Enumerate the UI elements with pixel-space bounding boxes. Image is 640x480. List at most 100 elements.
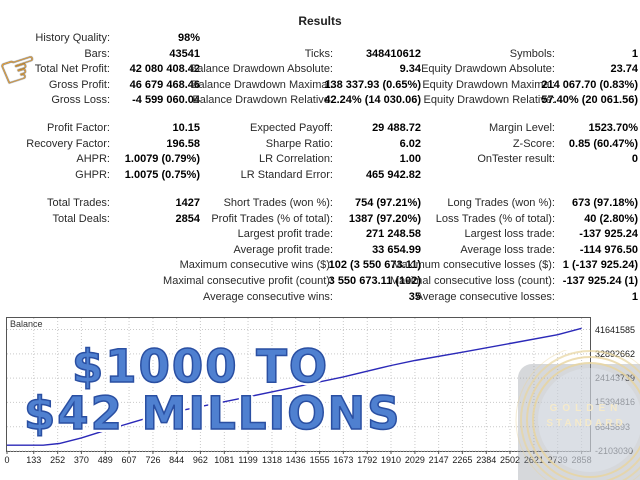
stat-label: Largest loss trade: <box>464 228 556 241</box>
stat-row: Average consecutive wins: 35 Average conse… <box>0 290 640 306</box>
x-axis-label: 2502 <box>499 455 521 465</box>
stat-row: Gross Loss: -4 599 060.04 Balance Drawdown… <box>0 93 640 109</box>
watermark-title-line2: STANDARD <box>546 418 626 429</box>
stat-value: 46 679 468.46 <box>129 78 200 91</box>
stat-row: Profit Factor: 10.15 Expected Payoff: 29 48… <box>0 121 640 137</box>
x-axis-label: 1318 <box>261 455 282 465</box>
stat-label: LR Standard Error: <box>240 168 333 181</box>
stat-label: Average loss trade: <box>460 243 555 256</box>
stat-value: 33 654.99 <box>372 243 421 256</box>
x-axis-label: 1081 <box>214 455 235 465</box>
stat-label: Equity Drawdown Absolute: <box>421 63 555 76</box>
x-axis-label: 2265 <box>452 455 473 465</box>
stat-value: -4 599 060.04 <box>132 94 200 107</box>
stat-label: Margin Level: <box>488 122 555 134</box>
y-axis-label: 41641585 <box>595 324 636 335</box>
stat-label: AHPR: <box>76 153 110 166</box>
stat-label: Maximal consecutive loss (count): <box>389 274 555 287</box>
stat-value: 348410612 <box>365 47 421 60</box>
page-title: Results <box>298 14 342 28</box>
stat-label: Short Trades (won %): <box>223 197 333 209</box>
x-axis-label: 1555 <box>309 455 330 465</box>
stat-label: OnTester result: <box>477 153 555 166</box>
stat-label: Symbols: <box>509 47 555 60</box>
stat-label: Balance Drawdown Relative: <box>192 94 333 107</box>
x-axis-label: 2147 <box>428 455 449 465</box>
stat-label: Maximum consecutive wins ($): <box>179 259 333 272</box>
stats-ratios-block: Profit Factor: 10.15 Expected Payoff: 29 48… <box>0 121 640 183</box>
stat-value: 271 248.58 <box>365 228 421 241</box>
stat-label: Total Trades: <box>47 197 110 209</box>
stat-label: Balance Drawdown Maximal: <box>191 78 333 91</box>
stat-row: Largest profit trade: 271 248.58 Largest l… <box>0 227 640 243</box>
stat-label: Ticks: <box>304 47 333 60</box>
stat-label: Expected Payoff: <box>250 122 333 134</box>
stat-row: Total Trades: 1427 Short Trades (won %): 75… <box>0 196 640 212</box>
stat-value: 1 (-137 925.24) <box>562 259 638 272</box>
stat-value: 57.40% (20 061.56) <box>541 94 638 107</box>
stat-value: 0 <box>631 153 638 166</box>
x-axis-label: 370 <box>73 455 89 465</box>
x-axis-label: 1436 <box>285 455 306 465</box>
stat-label: Largest profit trade: <box>237 228 333 241</box>
x-axis-label: 2029 <box>404 455 425 465</box>
watermark-title-line1: GOLDEN <box>549 403 623 414</box>
stat-label: Recovery Factor: <box>26 137 110 150</box>
stat-value: 196.58 <box>166 137 200 150</box>
x-axis-label: 1673 <box>333 455 354 465</box>
stat-value: -137 925.24 (1) <box>562 274 638 287</box>
stat-label: Maximum consecutive losses ($): <box>392 259 555 272</box>
stat-label: Average consecutive losses: <box>415 290 555 303</box>
stat-value: 29 488.72 <box>372 122 421 134</box>
stat-label: Equity Drawdown Relative: <box>423 94 555 107</box>
stat-value: 1.0079 (0.79%) <box>124 153 200 166</box>
x-axis-label: 726 <box>145 455 161 465</box>
stat-value: 1387 (97.20%) <box>348 212 421 225</box>
stat-value: 10.15 <box>172 122 200 134</box>
stat-value: 23.74 <box>610 63 638 76</box>
stats-overview-block: History Quality: 98% Bars: 43541 Ticks: 34841… <box>0 31 640 109</box>
stat-label: Total Net Profit: <box>34 63 110 76</box>
balance-line <box>7 327 582 446</box>
stat-value: 102 (3 550 673.11) <box>328 259 421 272</box>
stat-row: AHPR: 1.0079 (0.79%) LR Correlation: 1.00 On… <box>0 152 640 168</box>
stat-value: -137 925.24 <box>579 228 638 241</box>
stat-row: Total Net Profit: 42 080 408.42 Balance Dr… <box>0 62 640 78</box>
x-axis-label: 489 <box>97 455 113 465</box>
stat-label: Gross Profit: <box>48 78 110 91</box>
stat-label: Average consecutive wins: <box>202 290 333 303</box>
y-axis-label: 32892662 <box>595 348 636 359</box>
stat-value: 465 942.82 <box>365 168 421 181</box>
x-axis-label: 844 <box>169 455 185 465</box>
stat-value: 138 337.93 (0.65%) <box>324 78 421 91</box>
stats-trades-block: Total Trades: 1427 Short Trades (won %): 75… <box>0 196 640 305</box>
stat-label: Gross Loss: <box>51 94 110 107</box>
stat-label: Average profit trade: <box>233 243 333 256</box>
stat-label: Profit Factor: <box>47 122 110 134</box>
stat-value: 754 (97.21%) <box>354 197 421 209</box>
stat-value: 1.00 <box>399 153 421 166</box>
stat-label: Profit Trades (% of total): <box>211 212 333 225</box>
stat-label: Total Deals: <box>52 212 110 225</box>
stat-label: Loss Trades (% of total): <box>435 212 555 225</box>
x-axis-label: 252 <box>50 455 66 465</box>
stat-value: -114 976.50 <box>579 243 638 256</box>
stat-label: Equity Drawdown Maximal: <box>422 78 555 91</box>
stat-value: 9.34 <box>399 63 421 76</box>
stat-value: 42 080 408.42 <box>129 63 200 76</box>
stat-value: 0.85 (60.47%) <box>568 137 638 150</box>
stat-label: Sharpe Ratio: <box>265 137 333 150</box>
x-axis-label: 607 <box>121 455 137 465</box>
stat-value: 42.24% (14 030.06) <box>324 94 421 107</box>
stat-label: GHPR: <box>75 168 110 181</box>
stat-value: 43541 <box>169 47 200 60</box>
stat-row: Average profit trade: 33 654.99 Average lo… <box>0 243 640 259</box>
balance-chart-canvas <box>6 317 591 454</box>
grid-lines <box>7 318 590 452</box>
stat-value: 214 067.70 (0.83%) <box>541 78 638 91</box>
stat-label: Long Trades (won %): <box>447 197 555 209</box>
balance-chart: Balance 41641585328926622414373915394816… <box>4 317 635 465</box>
stat-label: LR Correlation: <box>259 153 333 166</box>
stat-row: GHPR: 1.0075 (0.75%) LR Standard Error: 465… <box>0 168 640 184</box>
